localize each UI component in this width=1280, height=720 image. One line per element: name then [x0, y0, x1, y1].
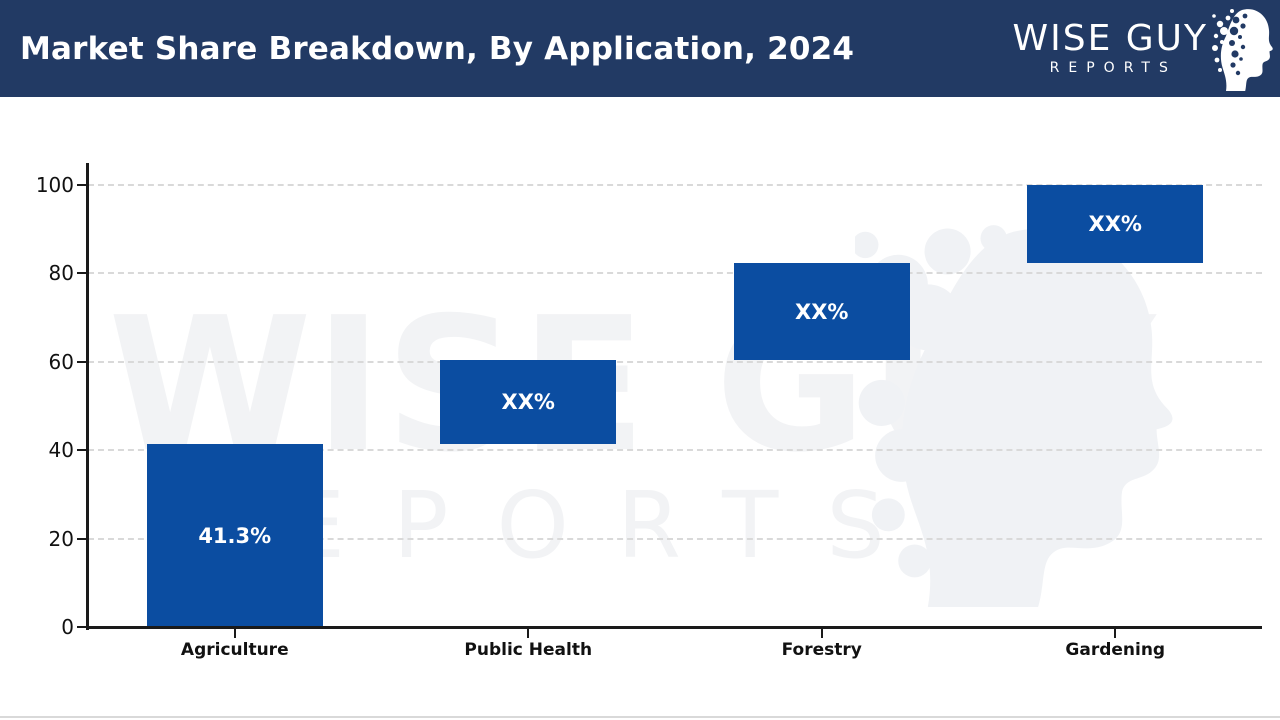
x-tick-4 — [1114, 628, 1117, 638]
x-category-label: Agriculture — [180, 640, 289, 660]
y-tick-label-100: 100 — [35, 173, 74, 197]
x-tick-2 — [527, 628, 530, 638]
y-tick-label-20: 20 — [48, 526, 74, 551]
bar-public-health: XX% — [440, 360, 617, 445]
brand-name: WISE GUY — [1012, 18, 1208, 59]
y-tick-20 — [77, 537, 86, 540]
gridline-40 — [88, 449, 1262, 452]
x-category-label: Forestry — [781, 640, 862, 660]
footer-divider — [0, 716, 1280, 718]
brand-subname: REPORTS — [1049, 60, 1177, 76]
header-bar: Market Share Breakdown, By Application, … — [0, 0, 1280, 97]
gridline-80 — [88, 272, 1262, 275]
bar-value-label: XX% — [795, 299, 849, 324]
wise-guy-head-icon — [1212, 8, 1273, 91]
x-axis-line — [85, 625, 1262, 629]
y-tick-40 — [77, 449, 86, 452]
y-tick-label-40: 40 — [48, 438, 74, 463]
bar-value-label: XX% — [501, 390, 555, 415]
x-category-label: Public Health — [464, 640, 593, 660]
y-tick-label-0: 0 — [61, 615, 74, 639]
page-title: Market Share Breakdown, By Application, … — [20, 30, 855, 67]
brand-logo-text: WISE GUY REPORTS — [1012, 18, 1209, 77]
y-tick-0 — [77, 626, 86, 628]
bar-gardening: XX% — [1027, 185, 1204, 264]
y-tick-80 — [77, 272, 86, 275]
gridline-60 — [88, 360, 1262, 363]
chart-plot-area: WISE GUY REPORTS 0 20 40 60 80 100 41.3% Agricu… — [0, 97, 1280, 717]
bar-value-label: XX% — [1088, 212, 1142, 237]
brand-logo: WISE GUY REPORTS — [1013, 0, 1275, 97]
y-tick-60 — [77, 360, 86, 363]
x-category-label: Gardening — [1065, 640, 1166, 660]
bar-forestry: XX% — [733, 263, 910, 361]
x-tick-1 — [233, 628, 236, 638]
y-tick-label-60: 60 — [48, 349, 74, 374]
y-tick-100 — [77, 184, 86, 186]
bar-value-label: 41.3% — [198, 523, 272, 548]
bar-agriculture: 41.3% — [146, 444, 323, 627]
gridline-100 — [88, 184, 1262, 186]
gridline-20 — [88, 537, 1262, 540]
x-tick-3 — [820, 628, 823, 638]
y-axis-line — [85, 163, 89, 630]
y-tick-label-80: 80 — [48, 261, 74, 286]
